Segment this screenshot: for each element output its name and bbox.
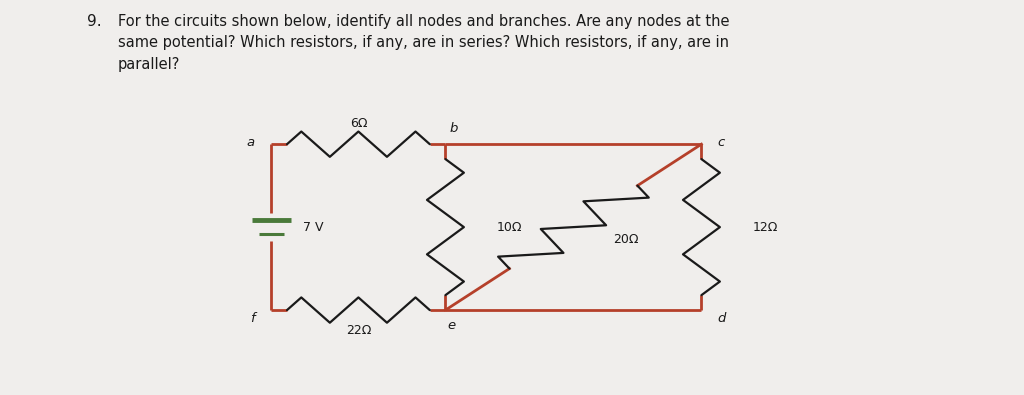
Text: 20Ω: 20Ω — [613, 233, 639, 246]
Text: a: a — [247, 136, 255, 149]
Text: 12Ω: 12Ω — [753, 221, 778, 233]
Text: d: d — [718, 312, 726, 325]
Text: 9.: 9. — [87, 14, 101, 29]
Text: e: e — [447, 319, 456, 332]
Text: f: f — [250, 312, 255, 325]
Text: 6Ω: 6Ω — [349, 117, 368, 130]
Text: c: c — [718, 136, 725, 149]
Text: 22Ω: 22Ω — [346, 324, 371, 337]
Text: 10Ω: 10Ω — [497, 221, 522, 233]
Text: For the circuits shown below, identify all nodes and branches. Are any nodes at : For the circuits shown below, identify a… — [118, 14, 729, 72]
Text: 7 V: 7 V — [303, 221, 324, 233]
Text: b: b — [450, 122, 458, 135]
